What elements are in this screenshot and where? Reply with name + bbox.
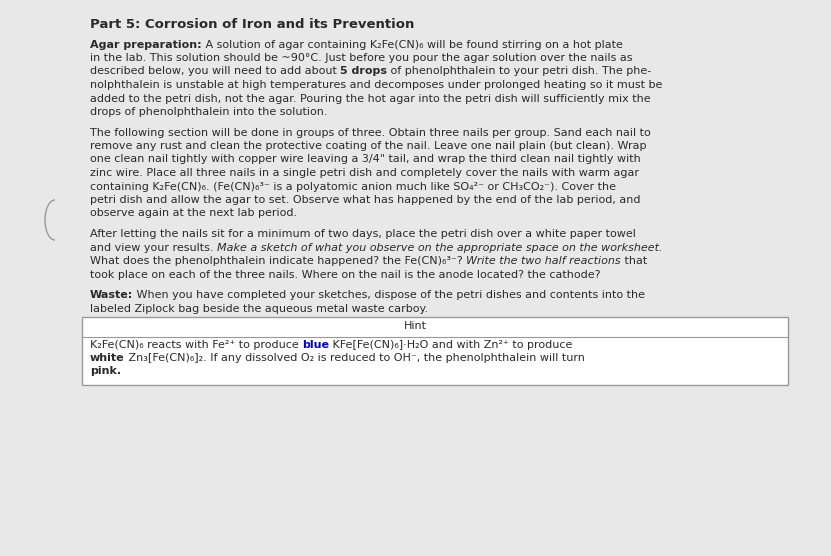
Text: Write the two half reactions: Write the two half reactions xyxy=(466,256,621,266)
Text: took place on each of the three nails. Where on the nail is the anode located? t: took place on each of the three nails. W… xyxy=(90,270,601,280)
Text: added to the petri dish, not the agar. Pouring the hot agar into the petri dish : added to the petri dish, not the agar. P… xyxy=(90,93,651,103)
Text: containing K₂Fe(CN)₆. (Fe(CN)₆³⁻ is a polyatomic anion much like SO₄²⁻ or CH₃CO₂: containing K₂Fe(CN)₆. (Fe(CN)₆³⁻ is a po… xyxy=(90,181,616,191)
Text: Agar preparation:: Agar preparation: xyxy=(90,39,202,49)
Text: After letting the nails sit for a minimum of two days, place the petri dish over: After letting the nails sit for a minimu… xyxy=(90,229,636,239)
Text: zinc wire. Place all three nails in a single petri dish and completely cover the: zinc wire. Place all three nails in a si… xyxy=(90,168,639,178)
Text: KFe[Fe(CN)₆]·H₂O and with Zn²⁺ to produce: KFe[Fe(CN)₆]·H₂O and with Zn²⁺ to produc… xyxy=(329,340,573,350)
Text: Make a sketch of what you observe on the appropriate space on the worksheet.: Make a sketch of what you observe on the… xyxy=(217,242,662,252)
Text: labeled Ziplock bag beside the aqueous metal waste carboy.: labeled Ziplock bag beside the aqueous m… xyxy=(90,304,428,314)
Text: Hint: Hint xyxy=(404,321,427,331)
Text: The following section will be done in groups of three. Obtain three nails per gr: The following section will be done in gr… xyxy=(90,127,651,137)
Text: described below, you will need to add about: described below, you will need to add ab… xyxy=(90,67,341,77)
Text: 5 drops: 5 drops xyxy=(341,67,387,77)
Text: observe again at the next lab period.: observe again at the next lab period. xyxy=(90,208,297,219)
Text: K₂Fe(CN)₆ reacts with Fe²⁺ to produce: K₂Fe(CN)₆ reacts with Fe²⁺ to produce xyxy=(90,340,302,350)
Text: nolphthalein is unstable at high temperatures and decomposes under prolonged hea: nolphthalein is unstable at high tempera… xyxy=(90,80,662,90)
Text: Waste:: Waste: xyxy=(90,290,133,300)
Text: in the lab. This solution should be ~90°C. Just before you pour the agar solutio: in the lab. This solution should be ~90°… xyxy=(90,53,632,63)
Text: one clean nail tightly with copper wire leaving a 3/4" tail, and wrap the third : one clean nail tightly with copper wire … xyxy=(90,155,641,165)
Text: of phenolphthalein to your petri dish. The phe-: of phenolphthalein to your petri dish. T… xyxy=(387,67,652,77)
Text: A solution of agar containing K₂Fe(CN)₆ will be found stirring on a hot plate: A solution of agar containing K₂Fe(CN)₆ … xyxy=(202,39,622,49)
Text: pink.: pink. xyxy=(90,366,121,376)
Text: What does the phenolphthalein indicate happened? the Fe(CN)₆³⁻?: What does the phenolphthalein indicate h… xyxy=(90,256,466,266)
Text: white: white xyxy=(90,353,125,363)
Text: remove any rust and clean the protective coating of the nail. Leave one nail pla: remove any rust and clean the protective… xyxy=(90,141,647,151)
Text: drops of phenolphthalein into the solution.: drops of phenolphthalein into the soluti… xyxy=(90,107,327,117)
Text: Part 5: Corrosion of Iron and its Prevention: Part 5: Corrosion of Iron and its Preven… xyxy=(90,18,415,31)
Text: petri dish and allow the agar to set. Observe what has happened by the end of th: petri dish and allow the agar to set. Ob… xyxy=(90,195,641,205)
Text: When you have completed your sketches, dispose of the petri dishes and contents : When you have completed your sketches, d… xyxy=(133,290,645,300)
Text: that: that xyxy=(621,256,647,266)
Text: Zn₃[Fe(CN)₆]₂. If any dissolved O₂ is reduced to OH⁻, the phenolphthalein will t: Zn₃[Fe(CN)₆]₂. If any dissolved O₂ is re… xyxy=(125,353,584,363)
Text: and view your results.: and view your results. xyxy=(90,242,217,252)
Text: blue: blue xyxy=(302,340,329,350)
